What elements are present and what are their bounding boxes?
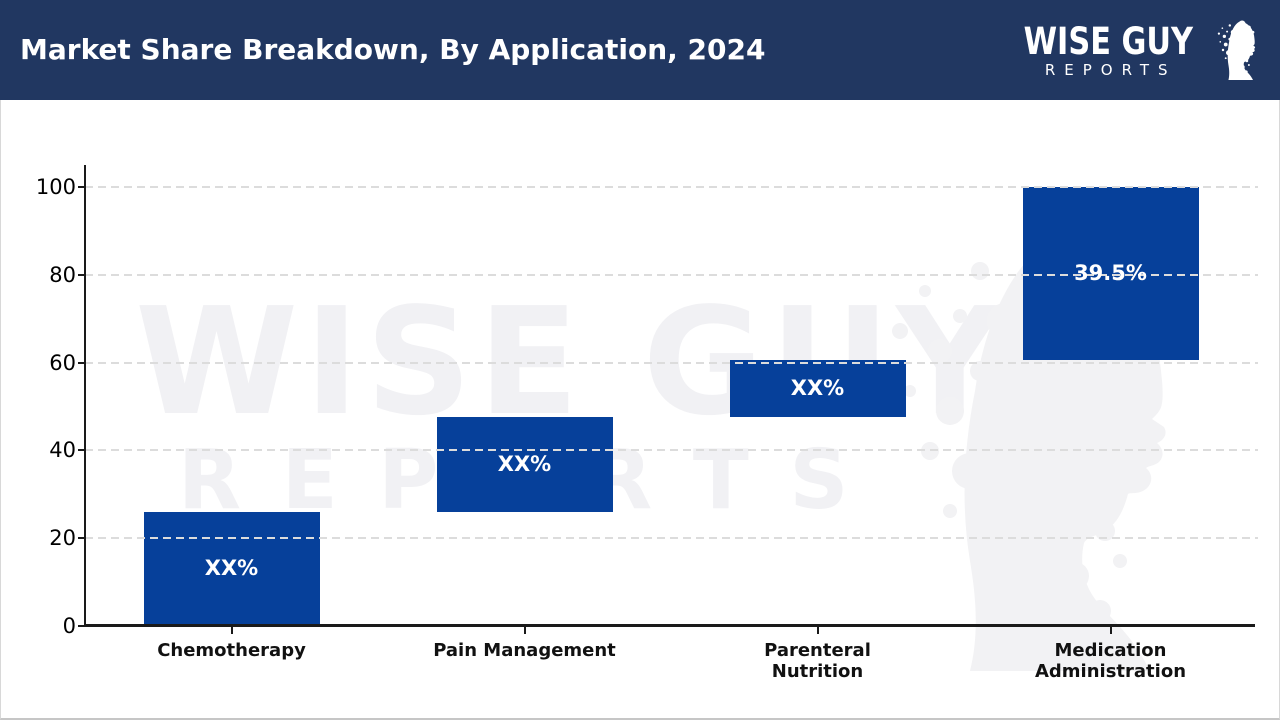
wiseguy-logo: WISE GUY REPORTS	[1005, 11, 1268, 89]
x-axis-line	[85, 624, 1255, 627]
y-tick-mark	[78, 273, 85, 276]
x-tick-mark	[1109, 627, 1112, 634]
page-title: Market Share Breakdown, By Application, …	[20, 32, 766, 66]
gridline-60	[85, 361, 1258, 364]
bar-value-label-chemotherapy: XX%	[204, 555, 259, 580]
bar-medication-administration	[1022, 187, 1199, 361]
x-category-label-chemotherapy: Chemotherapy	[102, 640, 362, 661]
x-category-label-line: Nutrition	[771, 661, 864, 682]
wiseguy-face-icon	[1208, 11, 1268, 89]
x-category-label-line: Pain Management	[433, 640, 616, 661]
y-tick-mark	[78, 625, 85, 627]
x-tick-mark	[230, 627, 233, 634]
x-category-label-line: Chemotherapy	[157, 640, 306, 661]
bar-pain-management	[436, 417, 613, 512]
bar-parenteral-nutrition	[729, 360, 906, 418]
x-tick-mark	[816, 627, 819, 634]
x-category-label-pain-management: Pain Management	[395, 640, 655, 661]
x-category-label-line: Medication	[1054, 640, 1167, 661]
bar-value-label-parenteral-nutrition: XX%	[790, 375, 845, 400]
y-tick-mark	[78, 361, 85, 364]
gridline-100	[85, 186, 1258, 188]
y-tick-label: 80	[49, 262, 76, 287]
y-tick-label: 0	[62, 614, 76, 638]
x-category-label-medication-administration: Medication Administration	[981, 640, 1241, 682]
y-tick-label: 100	[35, 175, 76, 199]
logo-text: WISE GUY REPORTS	[1005, 23, 1212, 78]
x-category-label-parenteral-nutrition: Parenteral Nutrition	[688, 640, 948, 682]
logo-subtitle: REPORTS	[1044, 60, 1177, 79]
x-category-label-line: Administration	[1034, 661, 1187, 682]
y-tick-label: 60	[49, 350, 76, 375]
gridline-40	[85, 449, 1258, 452]
x-category-label-line: Parenteral	[764, 640, 871, 661]
bar-value-label-medication-administration: 39.5%	[1074, 260, 1147, 285]
gridline-20	[85, 537, 1258, 540]
gridline-80	[85, 273, 1258, 276]
bar-value-label-pain-management: XX%	[497, 451, 552, 476]
y-tick-mark	[78, 449, 85, 452]
y-tick-label: 40	[49, 438, 76, 463]
y-axis-line	[84, 165, 86, 627]
bar-chemotherapy	[143, 511, 320, 626]
header-bar: Market Share Breakdown, By Application, …	[0, 0, 1280, 100]
logo-wordmark: WISE GUY	[1023, 19, 1194, 63]
y-tick-label: 20	[49, 526, 76, 551]
y-tick-mark	[78, 537, 85, 540]
x-tick-mark	[523, 627, 526, 634]
y-tick-mark	[78, 186, 85, 188]
